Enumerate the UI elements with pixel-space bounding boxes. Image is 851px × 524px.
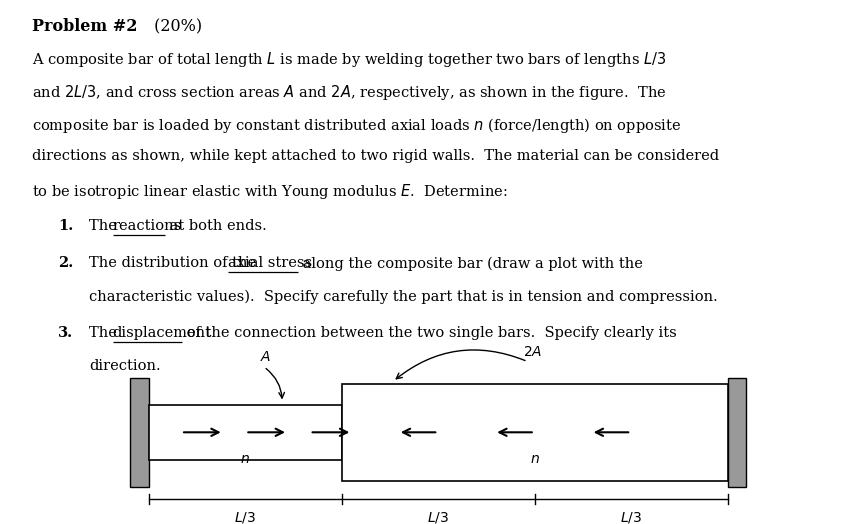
Text: A composite bar of total length $L$ is made by welding together two bars of leng: A composite bar of total length $L$ is m… xyxy=(32,50,666,69)
Text: reactions: reactions xyxy=(112,219,182,233)
Text: $A$: $A$ xyxy=(260,350,271,364)
Text: $L/3$: $L/3$ xyxy=(234,510,256,524)
Text: $L/3$: $L/3$ xyxy=(427,510,449,524)
Text: directions as shown, while kept attached to two rigid walls.  The material can b: directions as shown, while kept attached… xyxy=(32,149,719,163)
Bar xyxy=(149,405,342,460)
Text: 3.: 3. xyxy=(58,326,73,341)
Bar xyxy=(130,378,149,487)
Text: direction.: direction. xyxy=(89,359,161,374)
Text: composite bar is loaded by constant distributed axial loads $n$ (force/length) o: composite bar is loaded by constant dist… xyxy=(32,116,682,135)
Text: $2A$: $2A$ xyxy=(523,345,543,359)
Text: axial stress: axial stress xyxy=(228,256,312,270)
Text: to be isotropic linear elastic with Young modulus $E$.  Determine:: to be isotropic linear elastic with Youn… xyxy=(32,182,508,201)
Text: $n$: $n$ xyxy=(241,452,250,466)
Text: (20%): (20%) xyxy=(149,18,202,35)
Text: $L/3$: $L/3$ xyxy=(620,510,643,524)
Text: The distribution of the: The distribution of the xyxy=(89,256,261,270)
Text: 2.: 2. xyxy=(58,256,73,270)
Text: and $2L/3$, and cross section areas $A$ and $2A$, respectively, as shown in the : and $2L/3$, and cross section areas $A$ … xyxy=(32,83,667,102)
Text: 1.: 1. xyxy=(58,219,73,233)
Bar xyxy=(728,378,746,487)
Text: at both ends.: at both ends. xyxy=(165,219,266,233)
Bar xyxy=(342,384,728,481)
Text: along the composite bar (draw a plot with the: along the composite bar (draw a plot wit… xyxy=(298,256,643,270)
Text: The: The xyxy=(89,326,122,341)
Text: The: The xyxy=(89,219,122,233)
Text: Problem #2: Problem #2 xyxy=(32,18,138,35)
Text: of the connection between the two single bars.  Specify clearly its: of the connection between the two single… xyxy=(182,326,677,341)
Text: characteristic values).  Specify carefully the part that is in tension and compr: characteristic values). Specify carefull… xyxy=(89,289,718,303)
Text: displacement: displacement xyxy=(112,326,212,341)
Text: $n$: $n$ xyxy=(530,452,540,466)
